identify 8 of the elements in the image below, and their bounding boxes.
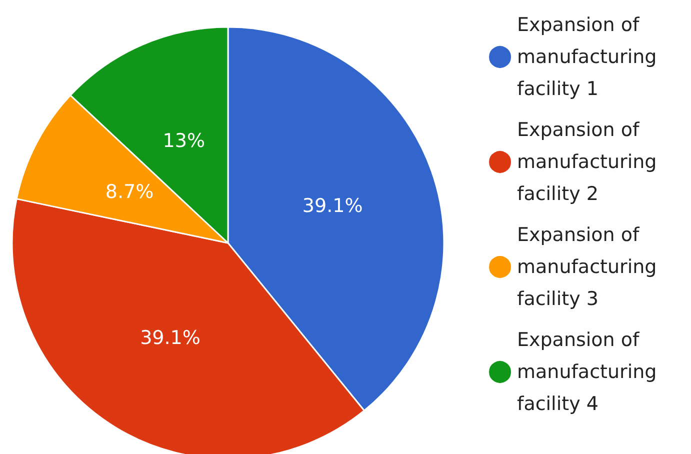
legend-label: Expansion of manufacturing facility 2 bbox=[517, 119, 663, 205]
legend-label: Expansion of manufacturing facility 1 bbox=[517, 14, 663, 100]
legend-label: Expansion of manufacturing facility 4 bbox=[517, 329, 663, 415]
legend-label: Expansion of manufacturing facility 3 bbox=[517, 224, 663, 310]
data-label: 39.1% bbox=[140, 326, 200, 349]
data-label: 13% bbox=[162, 130, 205, 152]
data-label: 39.1% bbox=[302, 194, 363, 217]
data-label: 8.7% bbox=[105, 180, 154, 203]
